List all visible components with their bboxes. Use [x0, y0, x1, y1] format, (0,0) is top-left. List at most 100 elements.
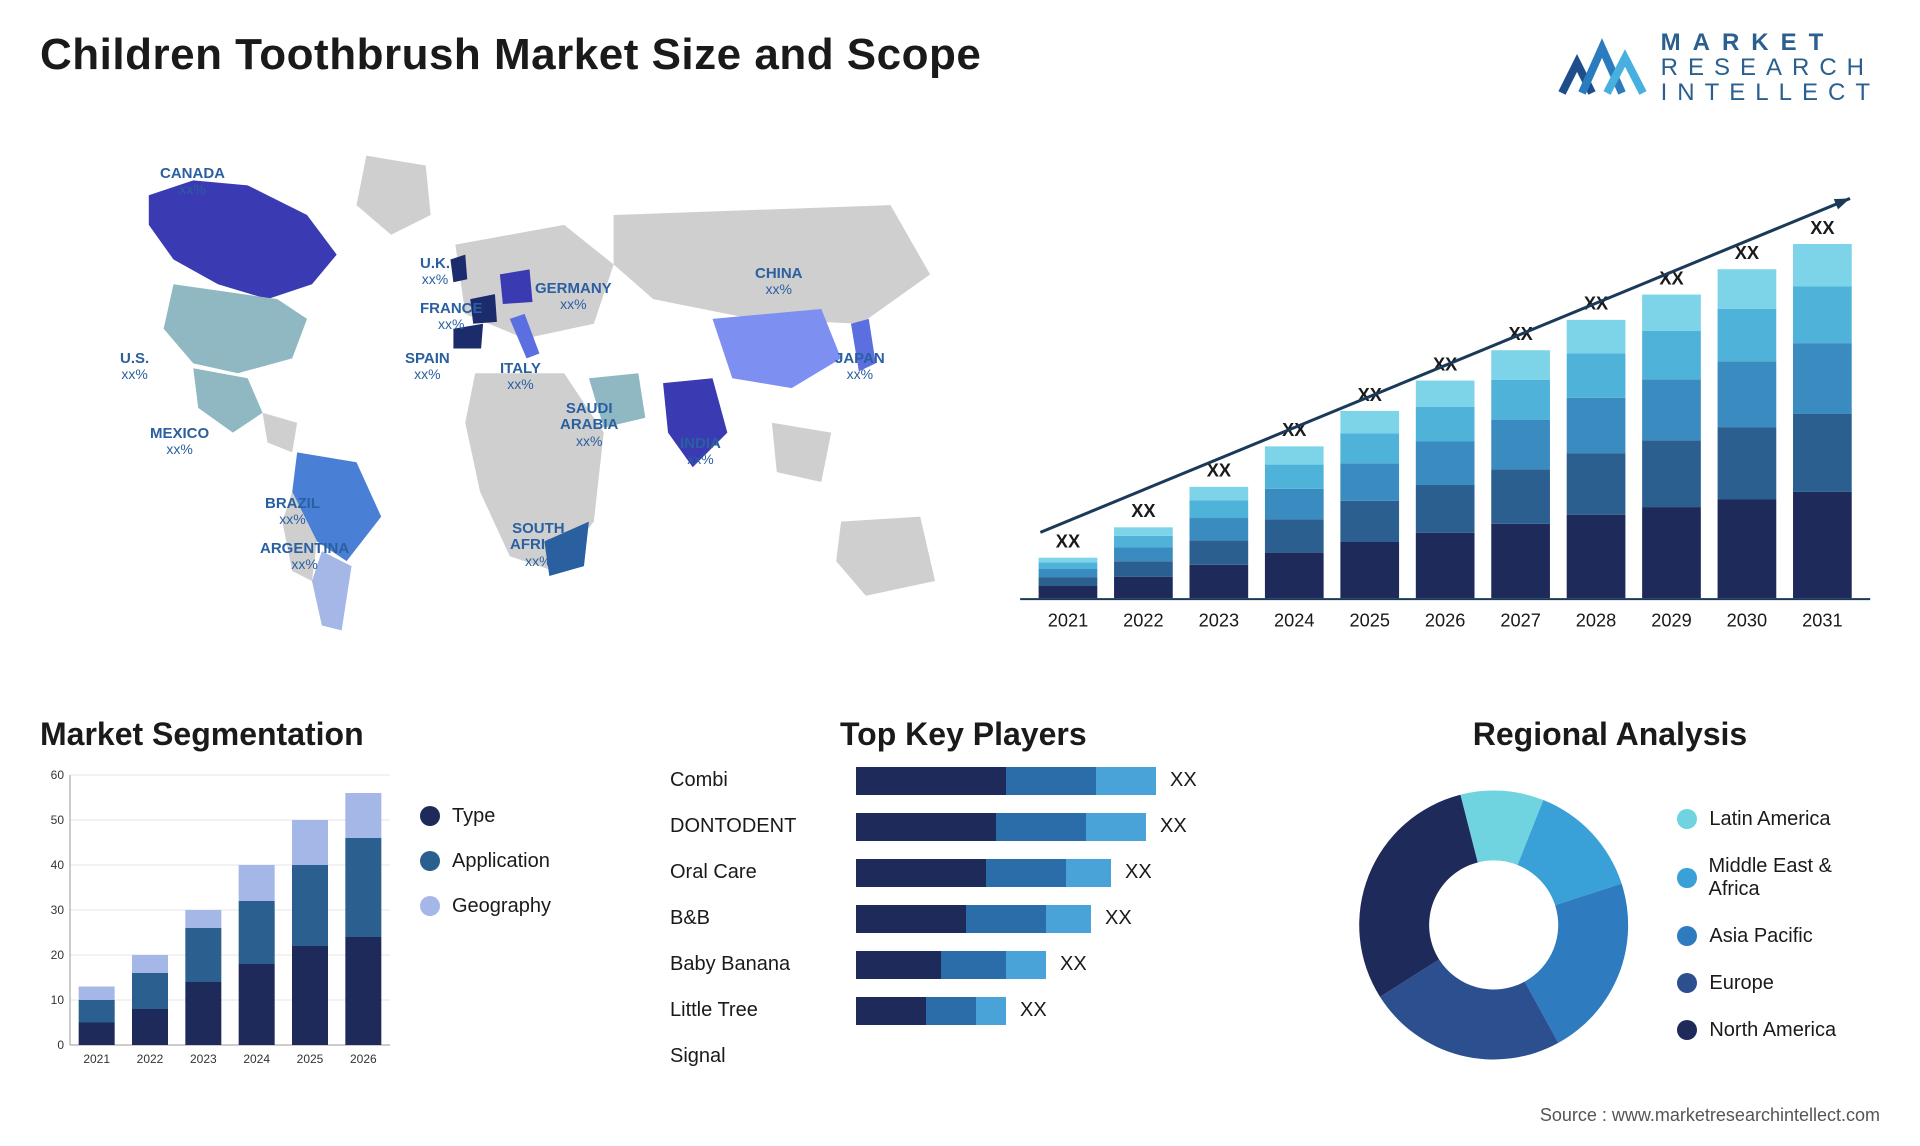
regional-legend: Latin America Middle East & Africa Asia Pa…: [1677, 808, 1880, 1042]
player-name: Signal: [670, 1043, 840, 1071]
player-bar-row: XX: [856, 767, 1310, 795]
legend-swatch-icon: [1677, 809, 1697, 829]
player-bar-row: XX: [856, 905, 1310, 933]
player-hbar: [856, 859, 1111, 887]
page-title: Children Toothbrush Market Size and Scop…: [40, 30, 981, 80]
segmentation-legend: Type Application Geography: [420, 765, 551, 1075]
svg-text:2023: 2023: [190, 1052, 217, 1066]
regional-legend-item: North America: [1677, 1019, 1880, 1042]
map-label-japan: JAPANxx%: [835, 351, 885, 383]
players-bars: XX XX XX XX XX XX: [856, 765, 1310, 1071]
map-label-canada: CANADAxx%: [160, 166, 225, 198]
legend-swatch-icon: [1677, 973, 1697, 993]
map-label-u-s-: U.S.xx%: [120, 351, 149, 383]
svg-text:XX: XX: [1055, 531, 1079, 551]
svg-text:2024: 2024: [243, 1052, 270, 1066]
svg-text:2022: 2022: [1123, 610, 1164, 630]
svg-text:2030: 2030: [1726, 610, 1767, 630]
legend-label: Latin America: [1709, 808, 1830, 831]
svg-text:2022: 2022: [137, 1052, 164, 1066]
svg-text:30: 30: [51, 903, 65, 917]
svg-text:40: 40: [51, 858, 65, 872]
player-value: XX: [1105, 907, 1132, 930]
player-value: XX: [1020, 999, 1047, 1022]
svg-text:2021: 2021: [83, 1052, 110, 1066]
map-label-mexico: MEXICOxx%: [150, 426, 209, 458]
regional-legend-item: Middle East & Africa: [1677, 855, 1880, 901]
legend-label: Middle East & Africa: [1709, 855, 1880, 901]
segmentation-chart: 0102030405060202120222023202420252026: [40, 765, 400, 1075]
player-bar-row: [856, 1043, 1310, 1071]
player-name: B&B: [670, 905, 840, 933]
map-label-saudi-arabia: SAUDIARABIAxx%: [560, 401, 618, 449]
map-label-china: CHINAxx%: [755, 266, 803, 298]
svg-text:2024: 2024: [1274, 610, 1314, 630]
brand-logo: MARKET RESEARCH INTELLECT: [1557, 30, 1880, 106]
player-name: Oral Care: [670, 859, 840, 887]
legend-label: Europe: [1709, 972, 1774, 995]
logo-line3: INTELLECT: [1661, 80, 1880, 105]
player-name: DONTODENT: [670, 813, 840, 841]
map-label-argentina: ARGENTINAxx%: [260, 541, 349, 573]
segmentation-legend-item: Geography: [420, 895, 551, 918]
map-label-germany: GERMANYxx%: [535, 281, 612, 313]
legend-label: Asia Pacific: [1709, 925, 1812, 948]
svg-text:50: 50: [51, 813, 65, 827]
player-name: Little Tree: [670, 997, 840, 1025]
map-label-brazil: BRAZILxx%: [265, 496, 320, 528]
svg-text:2026: 2026: [1425, 610, 1466, 630]
svg-text:XX: XX: [1131, 501, 1155, 521]
svg-text:2031: 2031: [1802, 610, 1843, 630]
legend-swatch-icon: [420, 896, 440, 916]
svg-text:XX: XX: [1810, 217, 1834, 237]
svg-text:XX: XX: [1734, 243, 1758, 263]
svg-text:2025: 2025: [1349, 610, 1390, 630]
legend-swatch-icon: [1677, 868, 1696, 888]
world-map-svg: [40, 126, 970, 660]
map-label-south-africa: SOUTHAFRICAxx%: [510, 521, 567, 569]
map-label-u-k-: U.K.xx%: [420, 256, 450, 288]
segmentation-title: Market Segmentation: [40, 716, 640, 753]
svg-text:0: 0: [57, 1038, 64, 1052]
player-name: Baby Banana: [670, 951, 840, 979]
player-name: Combi: [670, 767, 840, 795]
legend-swatch-icon: [420, 851, 440, 871]
legend-label: Application: [452, 850, 550, 873]
regional-panel: Regional Analysis Latin America Middle Ea…: [1340, 716, 1880, 1085]
player-bar-row: XX: [856, 813, 1310, 841]
legend-swatch-icon: [1677, 1020, 1697, 1040]
player-bar-row: XX: [856, 859, 1310, 887]
legend-swatch-icon: [1677, 926, 1697, 946]
map-label-spain: SPAINxx%: [405, 351, 450, 383]
svg-text:2021: 2021: [1047, 610, 1088, 630]
players-labels: Combi DONTODENT Oral Care B&B Baby Banana Lit…: [670, 765, 840, 1071]
player-value: XX: [1170, 769, 1197, 792]
player-hbar: [856, 951, 1046, 979]
svg-text:20: 20: [51, 948, 65, 962]
player-value: XX: [1060, 953, 1087, 976]
legend-label: Geography: [452, 895, 551, 918]
regional-legend-item: Asia Pacific: [1677, 925, 1880, 948]
svg-text:60: 60: [51, 768, 65, 782]
segmentation-legend-item: Type: [420, 805, 551, 828]
growth-bar-chart: XX2021XX2022XX2023XX2024XX2025XX2026XX20…: [1010, 146, 1880, 686]
player-value: XX: [1160, 815, 1187, 838]
legend-swatch-icon: [420, 806, 440, 826]
player-value: XX: [1125, 861, 1152, 884]
svg-text:2023: 2023: [1198, 610, 1239, 630]
legend-label: Type: [452, 805, 495, 828]
logo-line1: MARKET: [1661, 30, 1880, 55]
segmentation-panel: Market Segmentation 01020304050602021202…: [40, 716, 640, 1085]
logo-line2: RESEARCH: [1661, 55, 1880, 80]
segmentation-legend-item: Application: [420, 850, 551, 873]
player-hbar: [856, 767, 1156, 795]
player-bar-row: XX: [856, 997, 1310, 1025]
regional-title: Regional Analysis: [1340, 716, 1880, 753]
map-label-india: INDIAxx%: [680, 436, 721, 468]
svg-text:XX: XX: [1357, 384, 1381, 404]
regional-legend-item: Latin America: [1677, 808, 1880, 831]
map-label-france: FRANCExx%: [420, 301, 483, 333]
regional-legend-item: Europe: [1677, 972, 1880, 995]
svg-text:2025: 2025: [297, 1052, 324, 1066]
players-title: Top Key Players: [670, 716, 1310, 753]
